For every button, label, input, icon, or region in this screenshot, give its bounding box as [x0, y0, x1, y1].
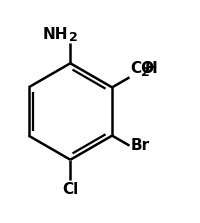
- Text: 2: 2: [69, 31, 78, 44]
- Text: CO: CO: [130, 61, 154, 76]
- Text: Br: Br: [130, 138, 149, 153]
- Text: NH: NH: [43, 27, 68, 42]
- Text: 2: 2: [140, 66, 149, 79]
- Text: Cl: Cl: [62, 182, 78, 197]
- Text: H: H: [143, 61, 156, 76]
